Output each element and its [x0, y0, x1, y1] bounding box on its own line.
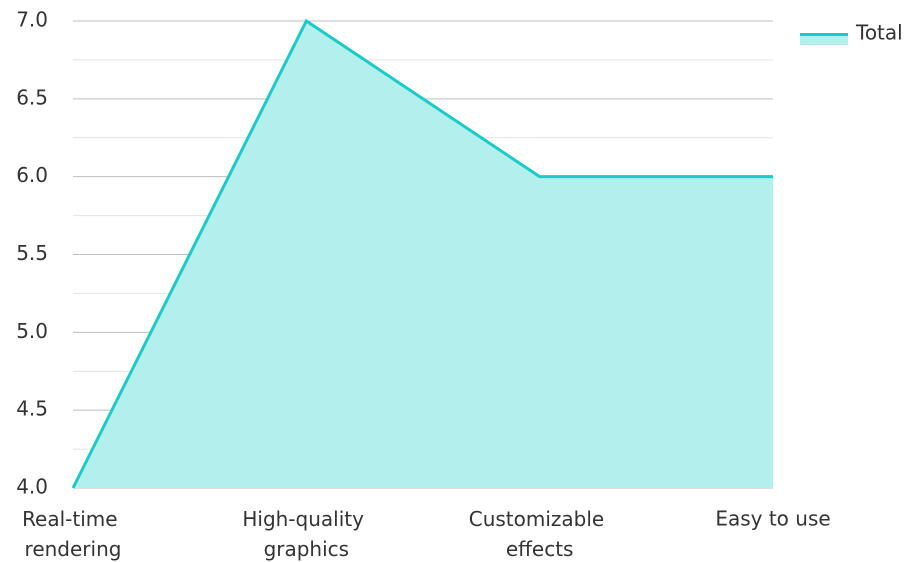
y-tick-label: 7.0 [16, 8, 48, 32]
x-tick-label: High-quality graphics [242, 507, 370, 561]
label-line: rendering [25, 537, 122, 561]
y-tick-label: 5.0 [16, 319, 48, 343]
y-tick-label: 6.0 [16, 163, 48, 187]
label-line: Real-time [22, 507, 124, 531]
y-tick-label: 4.0 [16, 475, 48, 499]
y-tick-label: 6.5 [16, 85, 48, 109]
legend-label: Total [855, 21, 903, 45]
line [71, 18, 773, 489]
x-tick-label: Real-time rendering [22, 507, 124, 561]
y-tick-label: 4.5 [16, 397, 48, 421]
label-line: graphics [264, 537, 350, 561]
label-line: High-quality [242, 507, 370, 531]
y-tick-label: 5.5 [16, 241, 48, 265]
x-tick-label: Easy to use [715, 507, 830, 531]
label-line: Customizable [469, 507, 611, 531]
x-tick-label: Customizable effects [469, 507, 611, 561]
label-line: effects [506, 537, 574, 561]
